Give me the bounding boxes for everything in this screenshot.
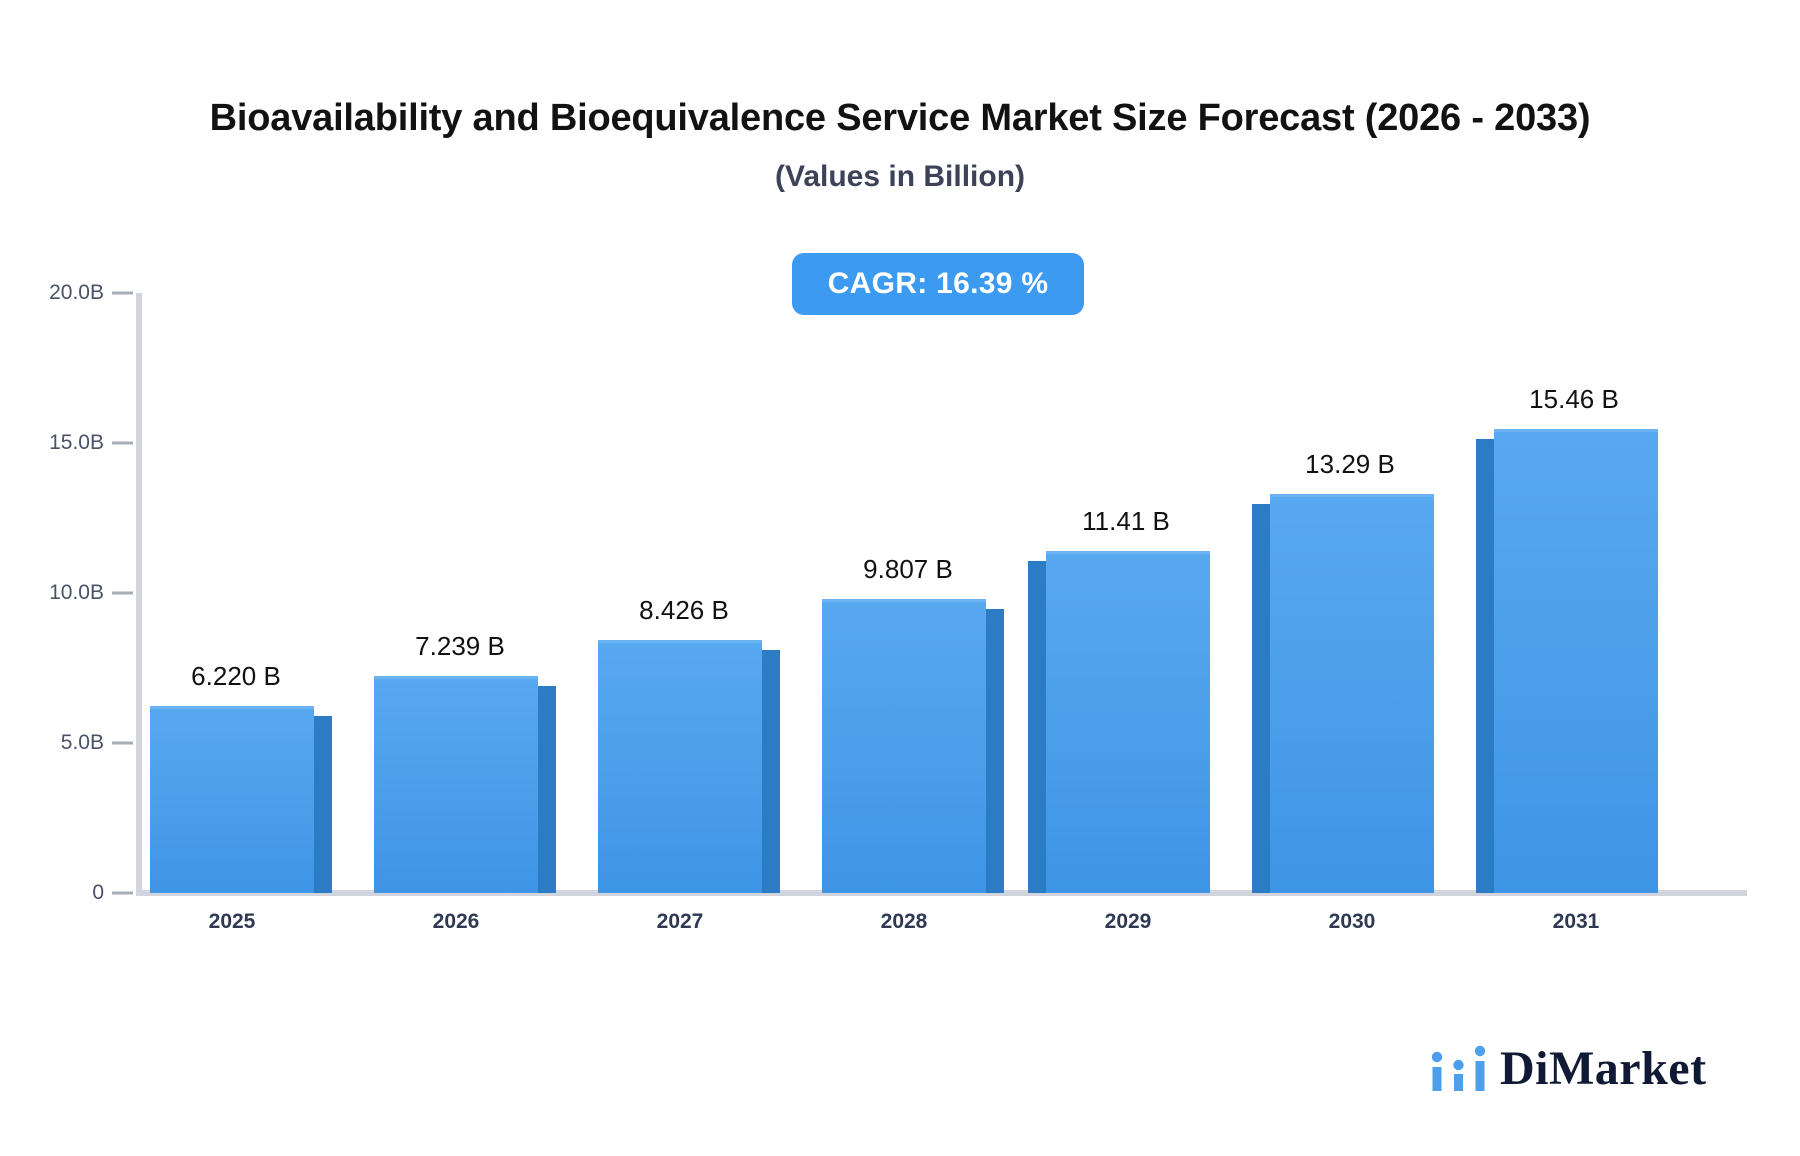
x-tick-label-2028: 2028 <box>880 910 928 933</box>
bar-top-bevel <box>150 706 314 710</box>
bar-value-label-2025: 6.220 B <box>191 661 281 692</box>
bar-front-face <box>598 640 762 893</box>
y-tick-mark <box>112 291 133 295</box>
bar-side-face <box>1028 560 1046 893</box>
bar-top-bevel <box>598 640 762 644</box>
bar-value-label-2027: 8.426 B <box>639 595 729 626</box>
bar-2030[interactable] <box>1252 494 1434 893</box>
y-tick-label: 5.0B <box>60 731 104 754</box>
x-tick-label-2027: 2027 <box>656 910 704 933</box>
x-axis-line <box>136 890 1747 896</box>
brand-logo: DiMarket <box>1430 1045 1707 1093</box>
bar-value-label-2026: 7.239 B <box>415 630 505 661</box>
bar-side-face <box>762 650 780 893</box>
bar-2031[interactable] <box>1476 429 1658 893</box>
bar-side-face <box>986 608 1004 893</box>
bar-top-bevel <box>1494 429 1658 433</box>
chart-title: Bioavailability and Bioequivalence Servi… <box>209 97 1591 139</box>
bar-top-bevel <box>1046 550 1210 554</box>
bar-side-face <box>1476 439 1494 893</box>
bar-front-face <box>150 706 314 893</box>
y-tick-mark <box>112 591 133 595</box>
bar-front-face <box>1494 429 1658 893</box>
bar-chart-icon <box>1431 1045 1486 1091</box>
bar-front-face <box>1270 494 1434 893</box>
y-tick-mark <box>112 741 133 745</box>
bar-value-label-2030: 13.29 B <box>1305 449 1395 480</box>
logo-text: DiMarket <box>1500 1042 1707 1095</box>
x-tick-label-2031: 2031 <box>1552 910 1600 933</box>
chart-header: Bioavailability and Bioequivalence Servi… <box>0 0 1800 193</box>
bar-value-label-2029: 11.41 B <box>1082 505 1170 536</box>
plot-area: 0 5.0B 10.0B 15.0B 20.0B 2025 2026 2027 2028 202… <box>49 281 1747 933</box>
x-tick-label-2029: 2029 <box>1104 910 1152 933</box>
bar-2028[interactable] <box>822 598 1004 893</box>
y-axis-line <box>136 293 142 893</box>
y-tick-label: 10.0B <box>49 581 104 604</box>
bar-side-face <box>1252 504 1270 893</box>
y-tick-label: 20.0B <box>49 281 104 304</box>
y-tick-label: 0 <box>92 881 104 904</box>
y-tick-mark <box>112 441 133 445</box>
bar-front-face <box>822 598 986 893</box>
y-tick-mark <box>112 891 133 895</box>
chart-subtitle: (Values in Billion) <box>774 159 1026 193</box>
bar-side-face <box>538 685 556 893</box>
bar-top-bevel <box>1270 494 1434 498</box>
x-tick-label-2025: 2025 <box>208 910 256 933</box>
bar-2026[interactable] <box>374 675 556 893</box>
bar-top-bevel <box>374 675 538 679</box>
bar-front-face <box>374 675 538 893</box>
bar-2027[interactable] <box>598 640 780 893</box>
bar-top-bevel <box>822 598 986 602</box>
bar-value-label-2031: 15.46 B <box>1529 384 1619 415</box>
bar-2025[interactable] <box>150 706 332 893</box>
x-tick-label-2026: 2026 <box>432 910 480 933</box>
x-tick-label-2030: 2030 <box>1328 910 1376 933</box>
y-tick-label: 15.0B <box>49 431 104 454</box>
bar-2029[interactable] <box>1028 550 1210 893</box>
bar-value-label-2028: 9.807 B <box>863 553 953 584</box>
bar-side-face <box>314 716 332 893</box>
cagr-badge: CAGR: 16.39 % <box>792 253 1084 315</box>
bar-front-face <box>1046 550 1210 893</box>
